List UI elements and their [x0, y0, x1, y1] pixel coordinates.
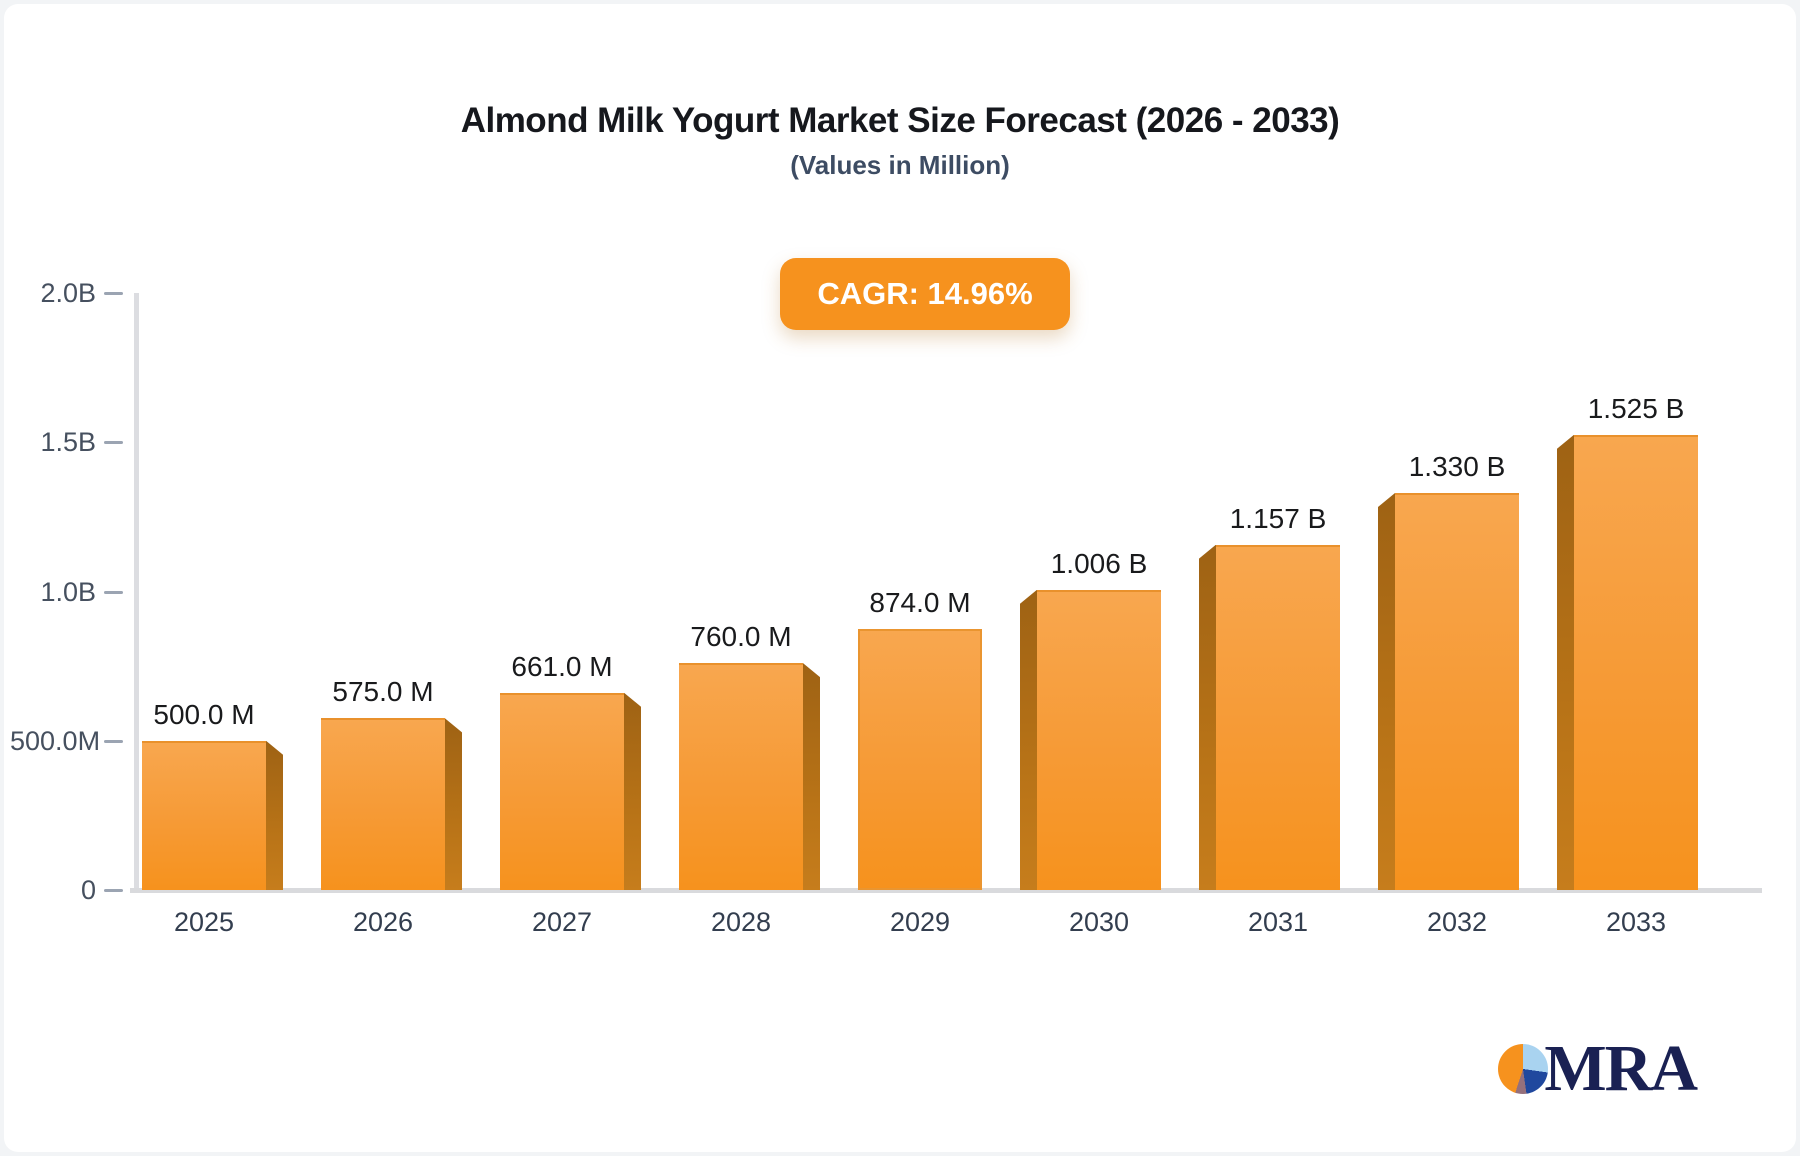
year-label: 2029 — [889, 907, 951, 937]
logo-text: MRA — [1544, 1032, 1698, 1105]
y-tick-label: 1.5B — [40, 427, 96, 458]
bar-side — [1020, 589, 1037, 890]
bar — [858, 629, 982, 890]
value-label: 575.0 M — [332, 676, 434, 708]
bar — [321, 718, 445, 890]
bar-side — [1557, 434, 1574, 890]
bar — [1574, 434, 1698, 890]
year-label: 2026 — [352, 907, 414, 937]
logo: MRA — [1498, 1032, 1698, 1105]
bar — [1037, 589, 1161, 890]
y-tick-mark — [104, 590, 123, 594]
y-tick-mark — [104, 441, 123, 445]
chart-subtitle: (Values in Million) — [790, 150, 1010, 180]
bar-side — [1199, 544, 1216, 890]
y-tick-mark — [104, 739, 123, 743]
bar-side — [445, 718, 462, 890]
value-label: 1.330 B — [1408, 450, 1506, 482]
y-tick-label: 500.0M — [10, 725, 101, 756]
y-tick-label: 1.0B — [40, 576, 96, 607]
bar-side — [266, 740, 283, 890]
year-label: 2032 — [1426, 907, 1488, 937]
year-label: 2027 — [531, 907, 593, 937]
pie-chart-icon — [1498, 1044, 1549, 1094]
y-axis-line — [134, 293, 139, 892]
bar — [679, 663, 803, 890]
bar — [1216, 544, 1340, 890]
cagr-badge: CAGR: 14.96% — [780, 258, 1070, 330]
y-tick-mark — [104, 292, 123, 295]
value-label: 1.525 B — [1587, 392, 1685, 424]
value-label: 661.0 M — [511, 650, 613, 682]
bar — [500, 692, 624, 890]
year-label: 2025 — [173, 907, 235, 937]
year-label: 2028 — [710, 907, 772, 937]
year-label: 2031 — [1247, 907, 1309, 937]
y-tick-label: 0 — [80, 875, 96, 905]
bar-side — [803, 663, 820, 890]
chart-title: Almond Milk Yogurt Market Size Forecast … — [460, 101, 1340, 140]
year-label: 2030 — [1068, 907, 1130, 937]
value-label: 874.0 M — [869, 587, 971, 619]
y-tick-mark — [104, 889, 123, 892]
x-axis-line — [130, 888, 1762, 893]
bar — [1395, 492, 1519, 890]
value-label: 500.0 M — [153, 698, 255, 730]
y-tick-label: 2.0B — [40, 278, 96, 308]
bar — [142, 740, 266, 890]
chart-card: Almond Milk Yogurt Market Size Forecast … — [4, 4, 1796, 1152]
value-label: 1.006 B — [1050, 547, 1148, 579]
bar-side — [1378, 492, 1395, 890]
value-label: 760.0 M — [690, 621, 792, 653]
value-label: 1.157 B — [1229, 502, 1327, 534]
year-label: 2033 — [1605, 907, 1667, 937]
bar-side — [624, 692, 641, 890]
